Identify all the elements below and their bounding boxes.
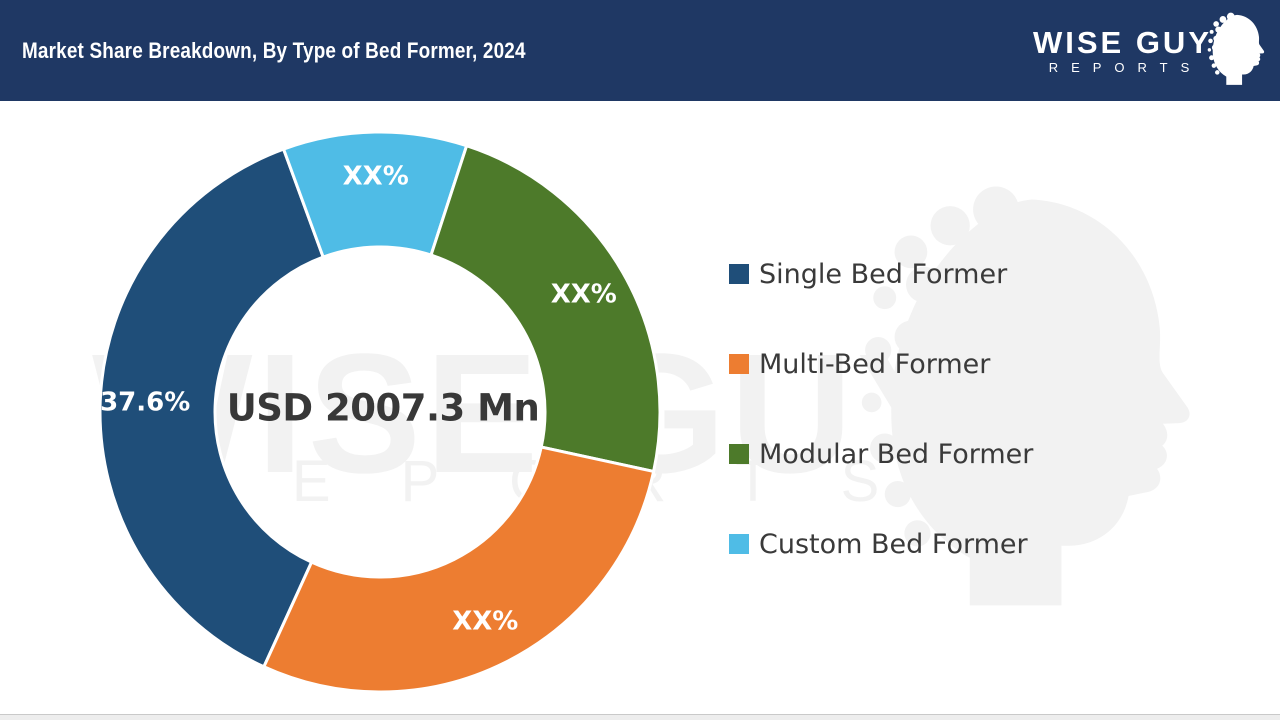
donut-segment-multi-bed-former (261, 445, 656, 694)
wise-guy-logo: WISE GUY REPORTS (1033, 0, 1268, 101)
donut-chart: 37.6% XX% XX% XX% USD 2007.3 Mn (98, 130, 662, 694)
logo-text: WISE GUY REPORTS (1033, 27, 1212, 74)
donut-segment-modular-bed-former (429, 143, 662, 474)
chart-area: WISE GUY REPORTS 37.6%XX%XX%XX% USD 2007… (0, 101, 1280, 720)
segment-value-label: XX% (551, 280, 617, 310)
legend-item-multi-bed-former: Multi-Bed Former (729, 348, 1033, 380)
segment-value-label: XX% (343, 162, 409, 192)
legend-item-single-bed-former: Single Bed Former (729, 258, 1033, 290)
legend-label: Multi-Bed Former (759, 348, 991, 380)
legend-swatch (729, 354, 749, 374)
legend-swatch (729, 534, 749, 554)
header-bar: Market Share Breakdown, By Type of Bed F… (0, 0, 1280, 101)
donut-center-value: USD 2007.3 Mn (227, 387, 540, 430)
chart-legend: Single Bed Former Multi-Bed Former Modular… (729, 258, 1034, 560)
page-title: Market Share Breakdown, By Type of Bed F… (22, 37, 526, 63)
legend-item-modular-bed-former: Modular Bed Former (729, 438, 1034, 470)
legend-label: Single Bed Former (759, 258, 1008, 290)
segment-value-label: XX% (452, 607, 518, 637)
logo-wordmark: WISE GUY (1032, 25, 1212, 60)
legend-swatch (729, 444, 749, 464)
segment-value-label: 37.6% (100, 388, 190, 418)
legend-label: Custom Bed Former (759, 528, 1028, 560)
head-profile-icon (1207, 12, 1265, 85)
bottom-strip (0, 714, 1280, 720)
logo-subtitle: REPORTS (1048, 60, 1203, 75)
legend-label: Modular Bed Former (759, 438, 1034, 470)
legend-item-custom-bed-former: Custom Bed Former (729, 528, 1033, 560)
donut-segment-single-bed-former (98, 147, 326, 669)
legend-swatch (729, 264, 749, 284)
